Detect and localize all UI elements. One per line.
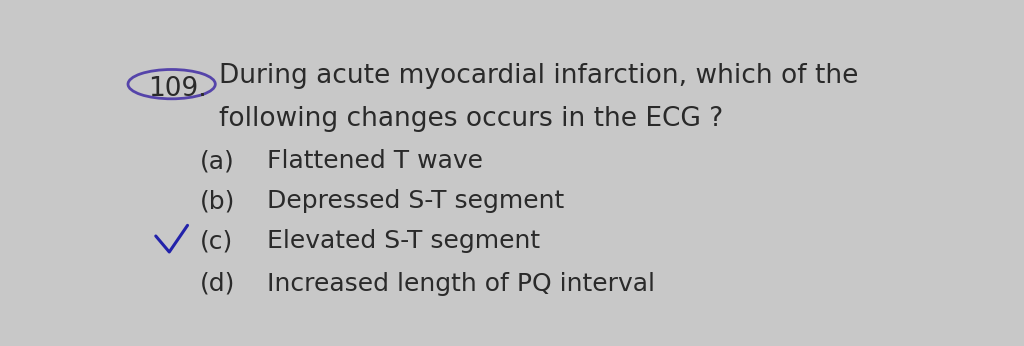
Text: (c): (c) bbox=[200, 229, 232, 253]
Text: following changes occurs in the ECG ?: following changes occurs in the ECG ? bbox=[219, 106, 724, 132]
Text: Depressed S-T segment: Depressed S-T segment bbox=[267, 189, 564, 213]
Text: (d): (d) bbox=[200, 272, 234, 296]
Text: Increased length of PQ interval: Increased length of PQ interval bbox=[267, 272, 655, 296]
Text: 109.: 109. bbox=[147, 76, 207, 102]
Text: Flattened T wave: Flattened T wave bbox=[267, 149, 483, 173]
Text: (a): (a) bbox=[200, 149, 234, 173]
Text: Elevated S-T segment: Elevated S-T segment bbox=[267, 229, 540, 253]
Text: (b): (b) bbox=[200, 189, 234, 213]
Text: During acute myocardial infarction, which of the: During acute myocardial infarction, whic… bbox=[219, 63, 859, 89]
